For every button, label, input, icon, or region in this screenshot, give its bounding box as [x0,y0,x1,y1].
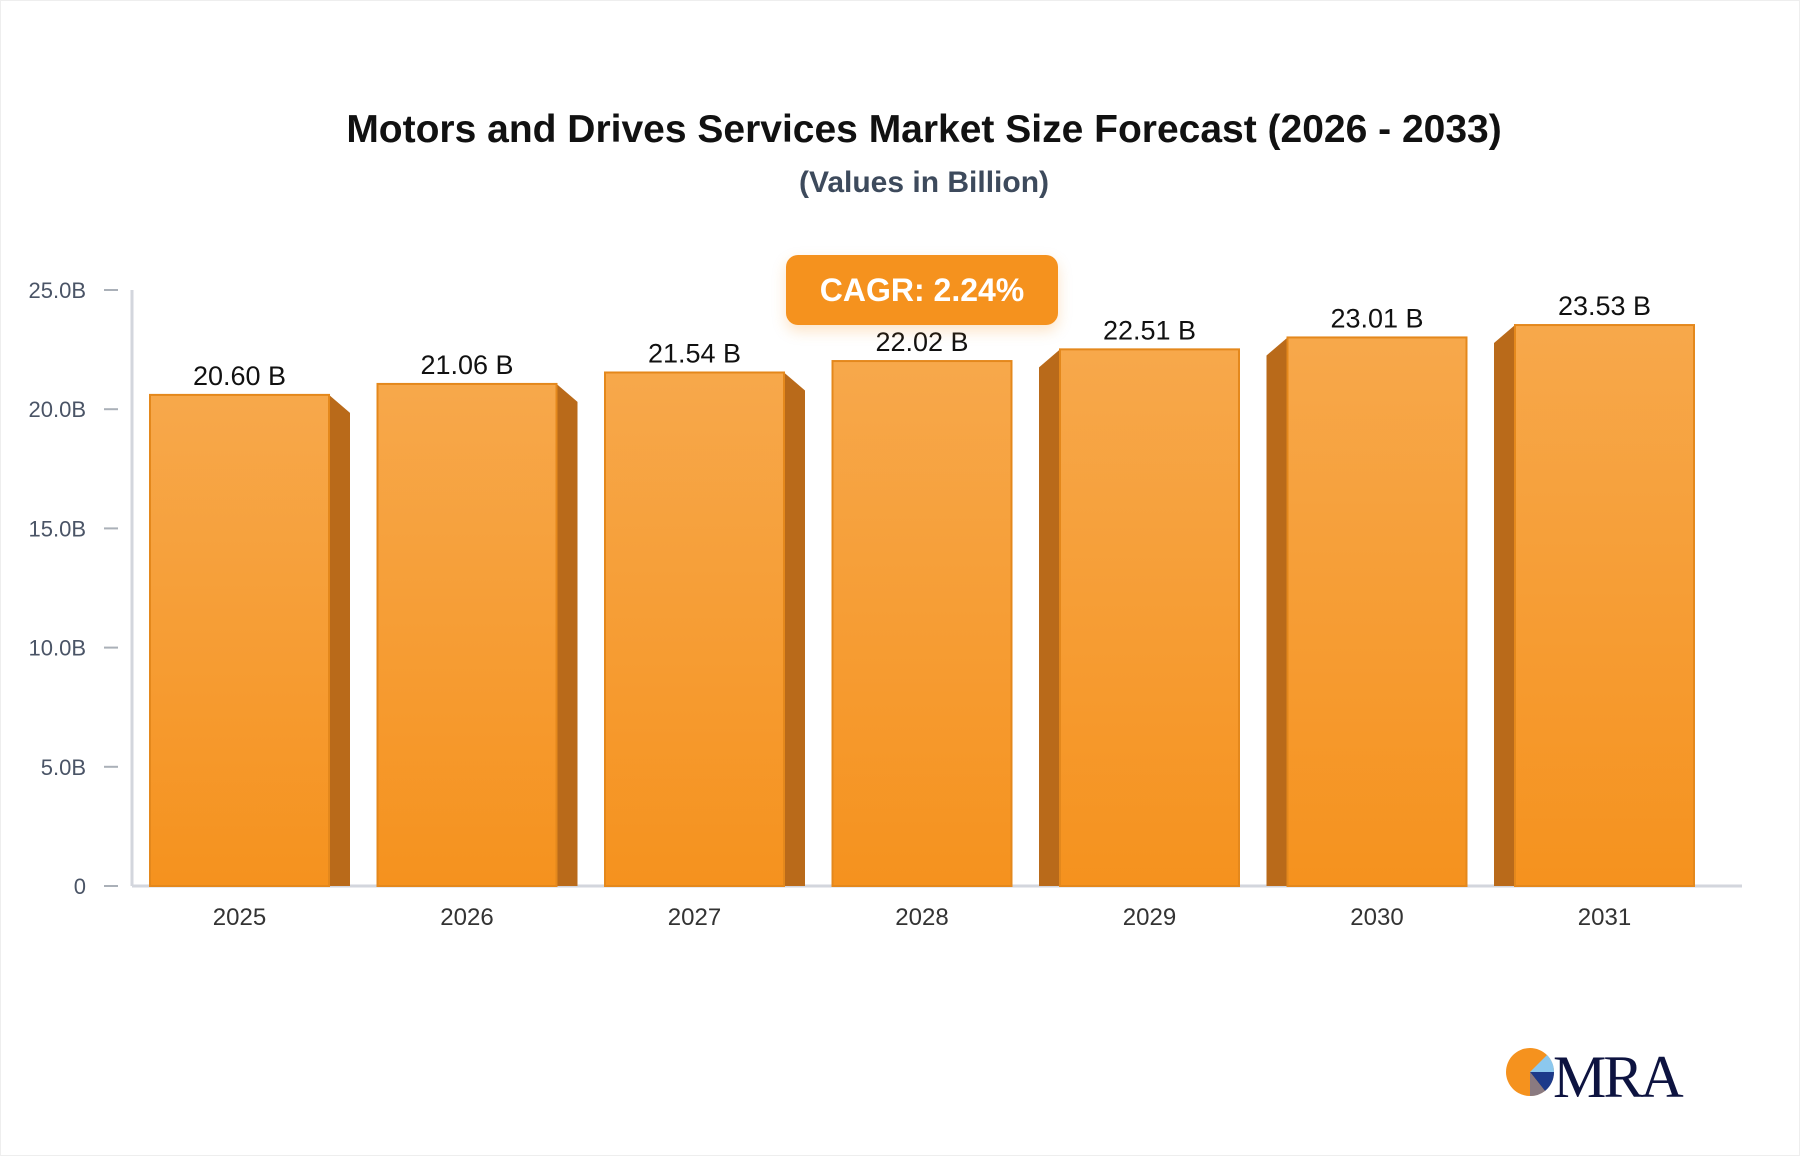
bar-data-label: 22.02 B [875,327,968,357]
bar [1286,336,1468,887]
x-tick-label: 2031 [1578,904,1631,931]
y-tick-label: 0 [74,874,86,899]
bar-side [329,394,350,886]
bar-data-label: 23.01 B [1330,303,1423,333]
chart-subtitle: (Values in Billion) [798,166,1050,199]
bar-side [1494,325,1515,886]
svg-text:MRA: MRA [1553,1044,1683,1110]
bar [604,371,785,887]
bar-side [1039,349,1060,887]
logo-pie-icon: MRA [1506,1044,1686,1110]
bar-data-label: 20.60 B [193,361,286,391]
bar-data-label: 23.53 B [1558,291,1651,321]
cagr-badge: CAGR: 2.24% [786,255,1058,325]
bar [831,360,1013,887]
x-tick-label: 2028 [895,904,948,931]
bar-side [784,372,805,886]
x-tick-label: 2027 [668,904,721,931]
x-tick-label: 2026 [440,904,493,931]
bar-data-label: 22.51 B [1103,315,1196,345]
x-tick-label: 2029 [1123,904,1176,931]
bar-data-label: 21.54 B [648,338,741,368]
chart-title: Motors and Drives Services Market Size F… [346,108,1502,151]
bar-side [556,383,578,886]
y-tick-label: 5.0B [41,755,86,780]
bar-data-label: 21.06 B [420,350,513,380]
y-tick-label: 20.0B [29,397,87,422]
bar-side [1266,337,1288,886]
y-tick-label: 15.0B [29,516,87,541]
bar [149,393,330,887]
bar [1514,324,1695,887]
x-tick-label: 2030 [1350,904,1403,931]
x-tick-label: 2025 [213,904,266,931]
y-tick-label: 25.0B [29,278,87,303]
bar [1059,348,1240,888]
y-tick-label: 10.0B [29,636,87,661]
mra-logo: MRA [1505,1040,1705,1115]
bar [376,382,558,887]
